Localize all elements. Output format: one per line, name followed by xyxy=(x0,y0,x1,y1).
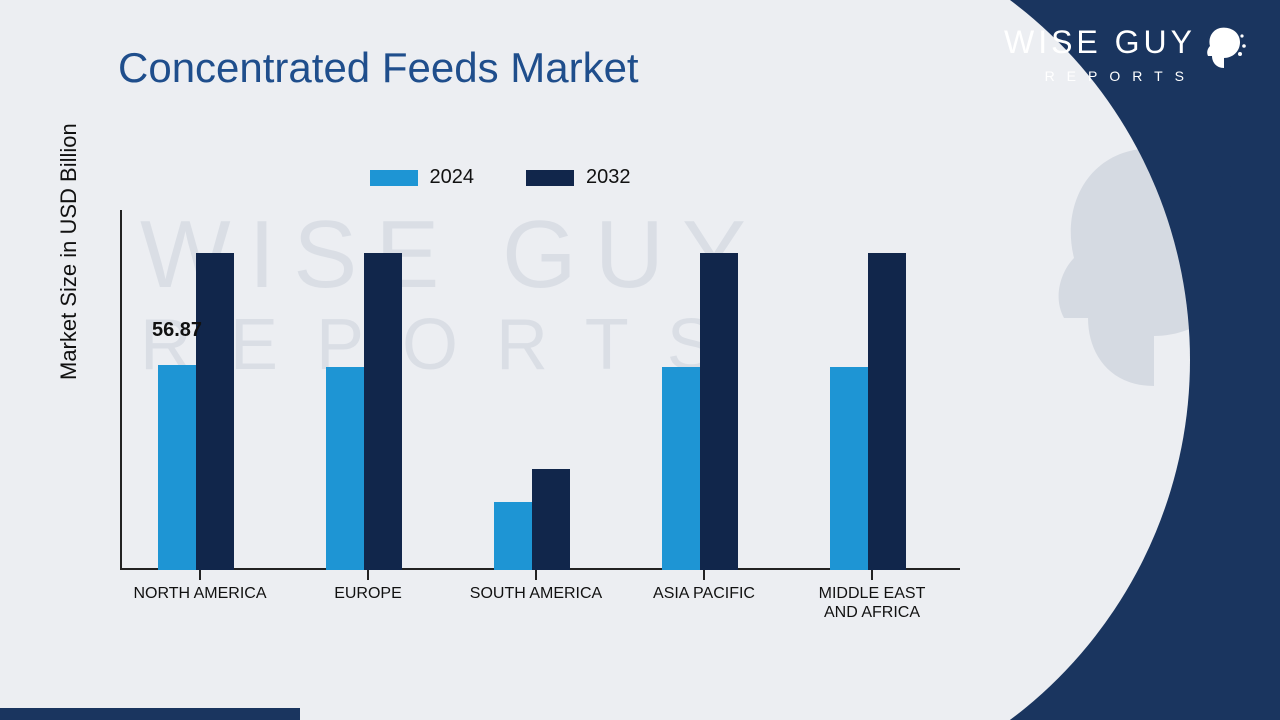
category-label: ASIA PACIFIC xyxy=(634,584,774,603)
category-label: SOUTH AMERICA xyxy=(466,584,606,603)
y-axis-line xyxy=(120,210,122,570)
category-label: NORTH AMERICA xyxy=(130,584,270,603)
legend-swatch-2024 xyxy=(370,170,418,186)
x-tick xyxy=(871,570,873,580)
bar xyxy=(196,253,234,570)
bar-value-label: 56.87 xyxy=(152,319,202,342)
bar xyxy=(364,253,402,570)
bar xyxy=(662,367,700,570)
bar xyxy=(326,367,364,570)
legend-label-2024: 2024 xyxy=(430,166,475,189)
brand-logo: WISE GUY REPORTS xyxy=(990,24,1250,84)
category-label: MIDDLE EAST AND AFRICA xyxy=(802,584,942,622)
legend-label-2032: 2032 xyxy=(586,166,631,189)
head-icon xyxy=(1202,24,1250,72)
legend: 2024 2032 xyxy=(0,166,1000,189)
bar xyxy=(700,253,738,570)
chart-title: Concentrated Feeds Market xyxy=(118,44,639,92)
legend-swatch-2032 xyxy=(526,170,574,186)
bar xyxy=(494,502,532,570)
x-tick xyxy=(703,570,705,580)
bar-chart: NORTH AMERICAEUROPESOUTH AMERICAASIA PAC… xyxy=(120,210,960,570)
logo-text-line2: REPORTS xyxy=(990,68,1196,84)
bar xyxy=(830,367,868,570)
legend-item-2024: 2024 xyxy=(370,166,475,189)
x-tick xyxy=(199,570,201,580)
x-tick xyxy=(535,570,537,580)
logo-text-line1: WISE GUY xyxy=(1004,24,1196,61)
category-label: EUROPE xyxy=(298,584,438,603)
bar xyxy=(868,253,906,570)
bar xyxy=(532,469,570,570)
bar xyxy=(158,365,196,570)
legend-item-2032: 2032 xyxy=(526,166,631,189)
bottom-accent-bar xyxy=(0,708,300,720)
y-axis-label: Market Size in USD Billion xyxy=(56,123,82,380)
x-tick xyxy=(367,570,369,580)
